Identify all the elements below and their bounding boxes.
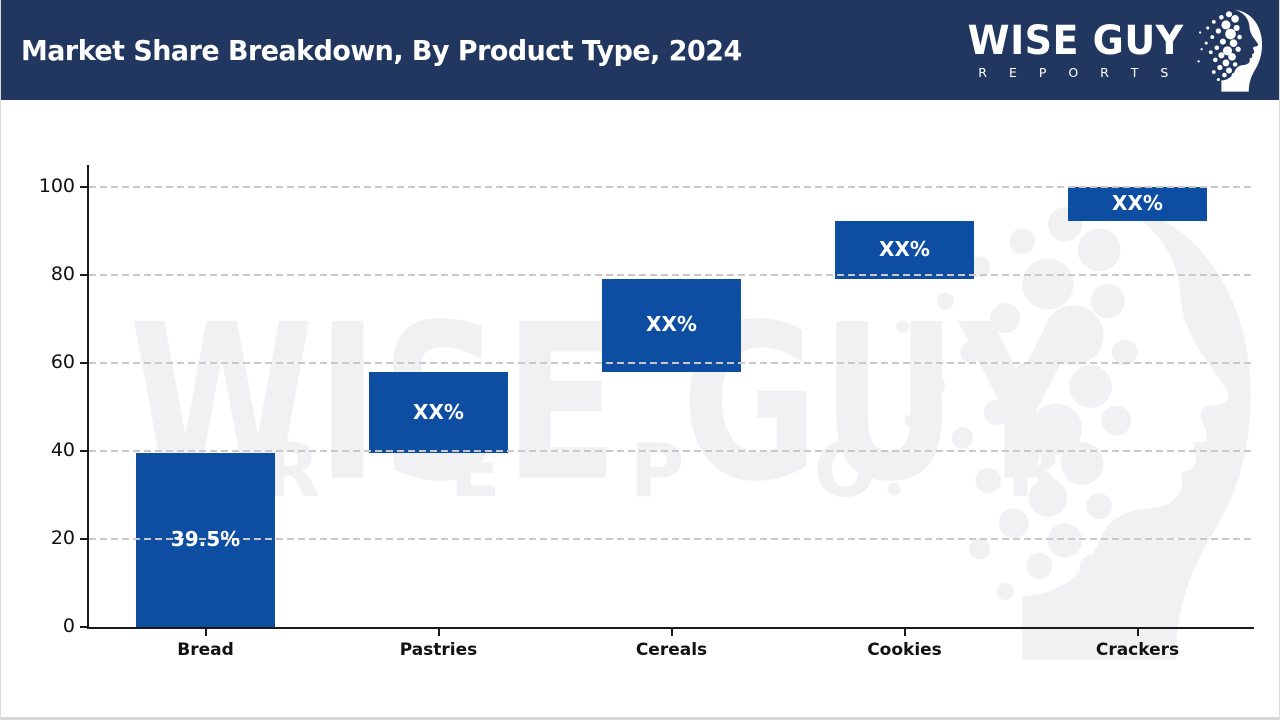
y-tick-label-100: 100 [38,175,75,197]
x-tick-label-cookies: Cookies [867,640,942,660]
y-tick-60 [80,362,87,364]
bar-value-label-cereals: XX% [646,312,697,337]
wise-guy-reports-logo: WISE GUY R E P O R T S [962,8,1267,92]
gridline-100 [89,186,1254,188]
x-tick-label-pastries: Pastries [399,640,478,660]
x-tick-label-cereals: Cereals [635,640,708,660]
bar-value-label-pastries: XX% [413,399,464,424]
x-axis-line [87,627,1254,629]
x-tick-cookies [903,629,906,636]
y-tick-label-80: 80 [50,263,75,285]
bar-pastries [369,372,508,454]
x-tick-label-bread: Bread [177,640,234,660]
gridline-20 [89,538,1254,540]
y-tick-20 [80,538,87,540]
y-axis-line [87,165,89,629]
x-tick-cereals [670,629,673,636]
y-tick-0 [80,626,87,628]
y-tick-label-60: 60 [50,351,75,373]
y-tick-80 [80,274,87,276]
chart-title: Market Share Breakdown, By Product Type,… [21,33,742,67]
y-tick-100 [80,186,87,188]
logo-wordmark: WISE GUY [967,17,1184,64]
gridline-80 [89,274,1254,276]
x-tick-pastries [437,629,440,636]
y-tick-label-40: 40 [50,439,75,461]
gridline-40 [89,450,1254,452]
x-tick-label-crackers: Crackers [1095,640,1180,660]
logo-subtext: R E P O R T S [978,64,1178,80]
x-tick-bread [204,629,207,636]
bar-value-label-crackers: XX% [1112,190,1163,215]
bar-value-label-cookies: XX% [879,236,930,261]
header-bar: Market Share Breakdown, By Product Type,… [1,0,1279,100]
x-tick-crackers [1136,629,1139,636]
y-tick-label-0: 0 [62,615,75,637]
y-tick-40 [80,450,87,452]
logo-face-icon [1191,8,1267,92]
logo-text: WISE GUY R E P O R T S [962,21,1189,80]
bar-cereals [602,278,741,373]
y-tick-label-20: 20 [50,527,75,549]
bar-bread [136,453,275,627]
gridline-60 [89,362,1254,364]
bar-value-label-bread: 39.5% [170,527,241,552]
